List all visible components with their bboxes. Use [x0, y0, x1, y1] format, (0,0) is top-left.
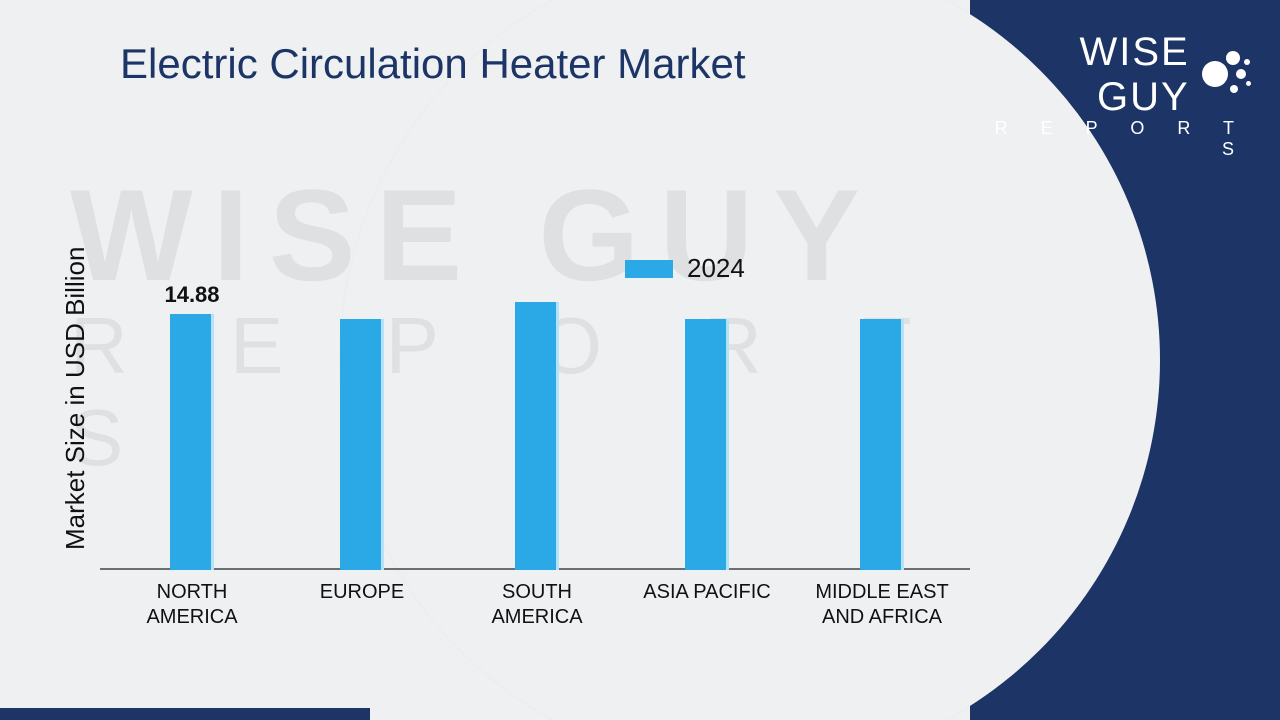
bar	[860, 319, 904, 570]
brand-logo: WISE GUY R E P O R T S	[987, 30, 1252, 160]
category-label: ASIA PACIFIC	[627, 580, 787, 605]
bottom-accent-bar	[0, 708, 370, 720]
bar	[515, 302, 559, 570]
brand-head-icon	[1196, 45, 1252, 105]
bar	[170, 314, 214, 570]
legend: 2024	[625, 253, 745, 284]
bar	[685, 319, 729, 570]
chart-plot-area: 14.88NORTH AMERICAEUROPESOUTH AMERICAASI…	[120, 140, 950, 570]
legend-swatch	[625, 260, 673, 278]
bar	[340, 319, 384, 570]
bar-value-label: 14.88	[164, 282, 219, 308]
brand-line2: R E P O R T S	[987, 118, 1252, 160]
category-label: NORTH AMERICA	[112, 580, 272, 630]
y-axis-label: Market Size in USD Billion	[60, 247, 91, 550]
category-label: EUROPE	[282, 580, 442, 605]
infographic-canvas: WISE GUY R E P O R T S WISE GUY R E P O …	[0, 0, 1280, 720]
brand-line1: WISE GUY	[987, 30, 1190, 120]
category-label: SOUTH AMERICA	[457, 580, 617, 630]
legend-label: 2024	[687, 253, 745, 284]
chart-title: Electric Circulation Heater Market	[120, 40, 746, 88]
category-label: MIDDLE EAST AND AFRICA	[802, 580, 962, 630]
